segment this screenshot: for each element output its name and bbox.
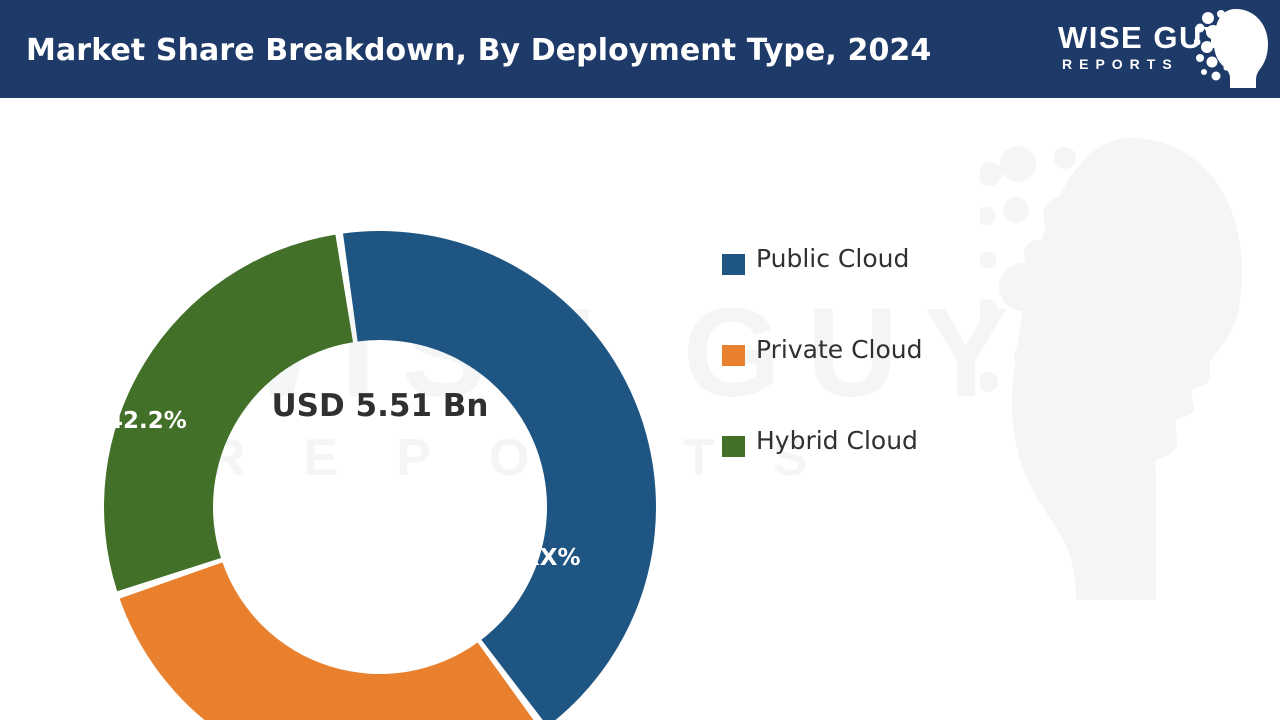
donut-center-value: USD 5.51 Bn <box>271 388 489 424</box>
legend-label-private-cloud: Private Cloud <box>756 335 923 364</box>
legend-label-hybrid-cloud: Hybrid Cloud <box>756 426 918 455</box>
head-profile-icon <box>1194 9 1268 88</box>
legend-swatch-hybrid-cloud <box>722 436 745 457</box>
donut-chart: USD 5.51 Bn 42.2% XX% XX% <box>0 98 760 720</box>
legend-item-hybrid-cloud[interactable]: Hybrid Cloud <box>722 426 1002 521</box>
wise-guy-reports-logo: WISE GUY REPORTS <box>1054 4 1274 92</box>
legend-item-private-cloud[interactable]: Private Cloud <box>722 335 1002 430</box>
donut-slice-private-cloud[interactable] <box>119 562 542 720</box>
donut-chart-svg <box>104 231 656 720</box>
chart-plot-area: WISE GUY REPORTS <box>0 98 1280 720</box>
logo-wordmark-line1: WISE GUY <box>1058 20 1226 55</box>
slice-label-private-cloud: XX% <box>522 545 581 571</box>
legend-item-public-cloud[interactable]: Public Cloud <box>722 244 1002 339</box>
slice-label-public-cloud: 42.2% <box>107 408 187 434</box>
legend-label-public-cloud: Public Cloud <box>756 244 910 273</box>
legend-swatch-public-cloud <box>722 254 745 275</box>
page-title: Market Share Breakdown, By Deployment Ty… <box>26 33 932 68</box>
donut-slice-hybrid-cloud[interactable] <box>104 234 354 592</box>
chart-legend: Public Cloud Private Cloud Hybrid Cloud <box>722 244 1002 521</box>
donut-slice-group <box>104 231 656 720</box>
legend-swatch-private-cloud <box>722 345 745 366</box>
donut-slice-public-cloud[interactable] <box>343 231 656 720</box>
background-watermark-head-icon <box>980 138 1242 600</box>
logo-wordmark-line2: REPORTS <box>1062 56 1179 72</box>
slice-label-hybrid-cloud: XX% <box>467 178 526 204</box>
chart-header: Market Share Breakdown, By Deployment Ty… <box>0 0 1280 98</box>
